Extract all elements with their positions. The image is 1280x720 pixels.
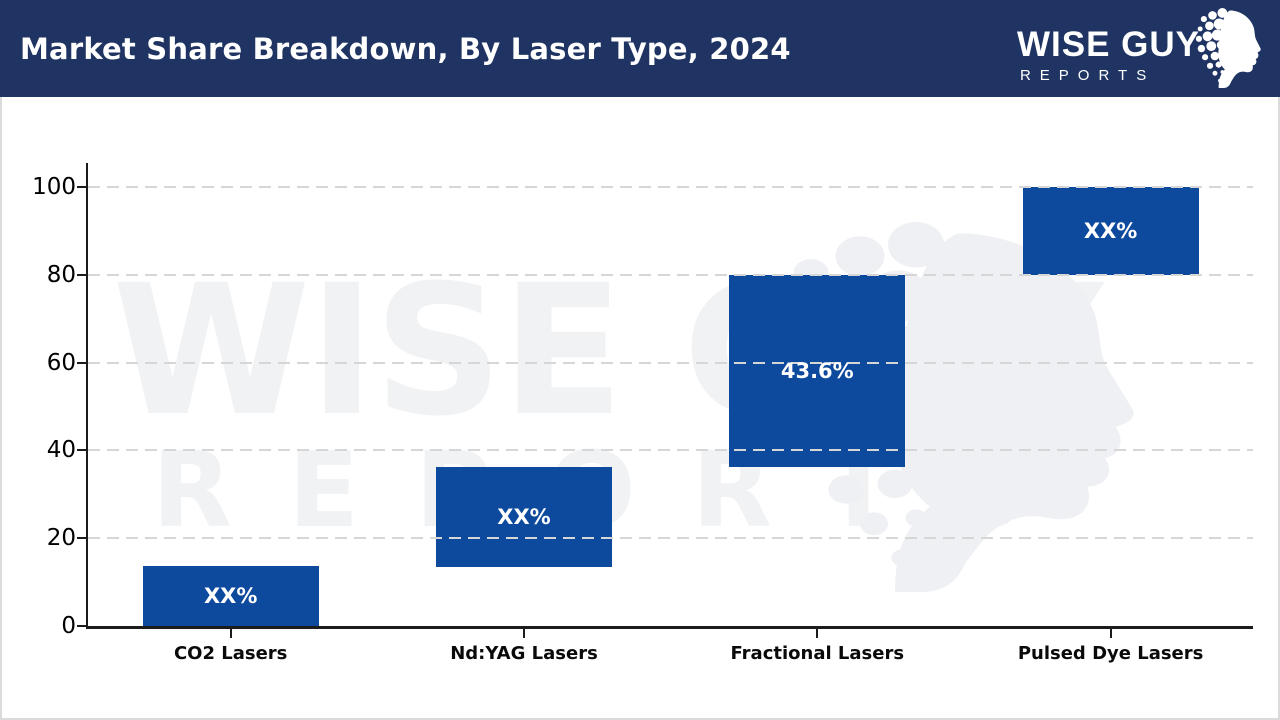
gridline [88, 273, 1253, 276]
y-tick-label: 0 [61, 613, 76, 639]
bar [436, 466, 612, 567]
brand-head-icon [1194, 8, 1268, 88]
x-tick-mark [229, 629, 232, 638]
brand-name: WISE GUY [1016, 24, 1200, 64]
brand-logo: WISE GUY REPORTS [1017, 8, 1268, 88]
y-tick-label: 60 [46, 349, 76, 376]
x-tick-mark [1109, 629, 1112, 638]
bar-label: 43.6% [780, 358, 854, 383]
y-tick-label: 100 [32, 174, 76, 200]
y-tick-label: 80 [46, 261, 76, 288]
y-tick-mark [77, 537, 86, 540]
gridline [88, 537, 1253, 540]
x-category-label: CO2 Lasers [173, 643, 288, 664]
y-axis-spine [86, 163, 88, 629]
bar [1022, 187, 1199, 276]
y-tick-mark [77, 273, 86, 276]
bar [729, 275, 906, 467]
y-tick-mark [77, 186, 86, 188]
y-tick-mark [77, 625, 86, 627]
y-tick-mark [77, 449, 86, 452]
x-category-label: Pulsed Dye Lasers [1017, 643, 1204, 664]
x-axis-spine [86, 626, 1253, 629]
bar-label: XX% [497, 504, 551, 529]
gridline [88, 186, 1253, 188]
bar-label: XX% [203, 584, 258, 609]
brand-text: WISE GUY REPORTS [1017, 27, 1200, 84]
bar-label: XX% [1083, 219, 1138, 244]
report-header: Market Share Breakdown, By Laser Type, 2… [0, 0, 1280, 97]
y-tick-label: 40 [46, 437, 76, 464]
gridline [88, 449, 1253, 452]
bar [142, 566, 319, 626]
gridline [88, 361, 1253, 364]
y-tick-label: 20 [46, 525, 76, 552]
x-category-label: Fractional Lasers [730, 643, 905, 664]
page-title: Market Share Breakdown, By Laser Type, 2… [20, 31, 791, 66]
brand-subname: REPORTS [1019, 66, 1156, 84]
y-tick-mark [77, 361, 86, 364]
x-tick-mark [816, 629, 819, 638]
x-tick-mark [523, 629, 525, 638]
x-category-label: Nd:YAG Lasers [450, 643, 598, 664]
